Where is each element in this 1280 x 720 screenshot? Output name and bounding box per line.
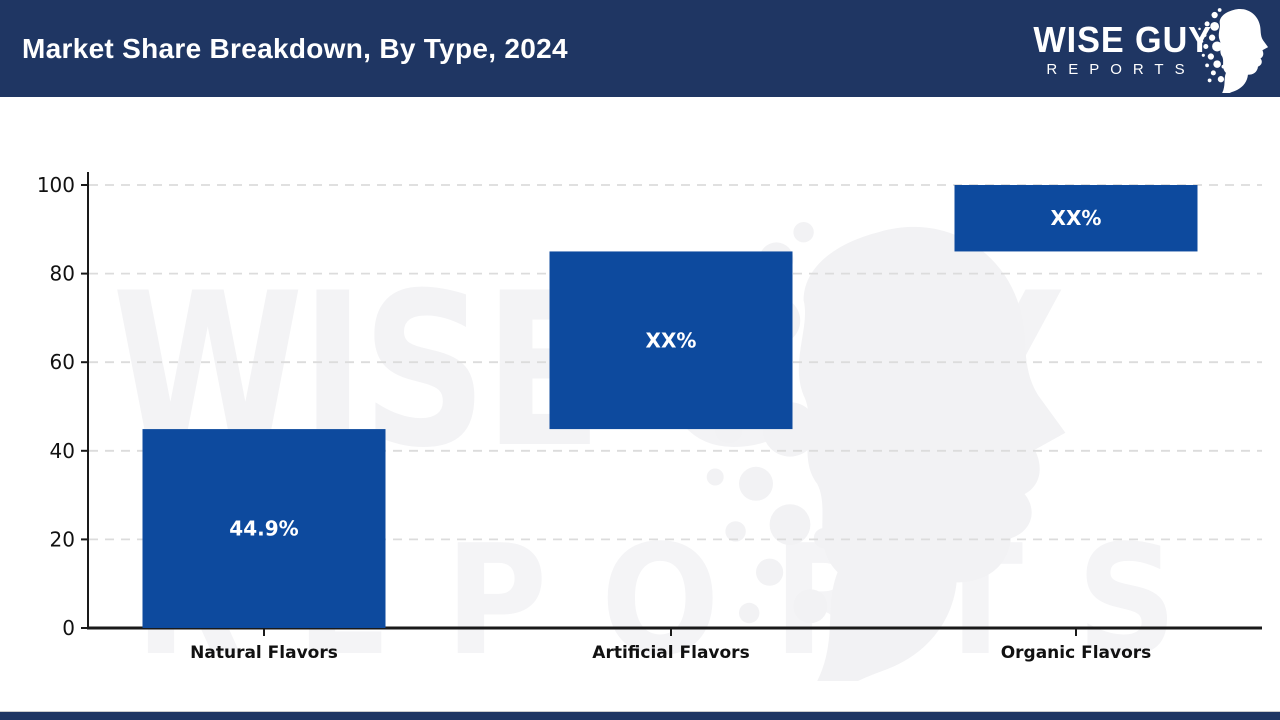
bar-value-label: XX% — [1051, 206, 1102, 230]
logo-wordmark-main: WISE GUY — [1033, 19, 1212, 60]
bar-value-label: XX% — [646, 328, 697, 352]
bar-value-label: 44.9% — [229, 517, 298, 541]
bar — [142, 429, 386, 628]
bar-chart-plot: 0 20 40 60 80 100 44.9% Natural Flavors XX% Artif… — [37, 172, 1262, 663]
y-tick-label: 100 — [37, 173, 75, 197]
y-tick-label: 40 — [50, 439, 75, 463]
logo-wordmark-sub: REPORTS — [1046, 61, 1196, 78]
chart-area: WISE GUY REPORTS 0 20 40 60 80 100 44.9% Natura… — [0, 97, 1280, 711]
brand-logo: WISE GUY REPORTS — [1024, 0, 1274, 97]
x-category-label: Natural Flavors — [190, 643, 338, 663]
y-tick-label: 20 — [50, 527, 75, 551]
y-tick-label: 60 — [50, 350, 75, 374]
x-category-label: Artificial Flavors — [592, 643, 749, 663]
page-title: Market Share Breakdown, By Type, 2024 — [22, 32, 568, 64]
footer-bar — [0, 711, 1280, 720]
logo-wordmark: WISE GUY REPORTS — [1024, 19, 1212, 78]
y-tick-label: 80 — [50, 262, 75, 286]
x-category-label: Organic Flavors — [1001, 643, 1152, 663]
header-bar: Market Share Breakdown, By Type, 2024 WI… — [0, 0, 1280, 97]
y-tick-label: 0 — [62, 616, 75, 640]
